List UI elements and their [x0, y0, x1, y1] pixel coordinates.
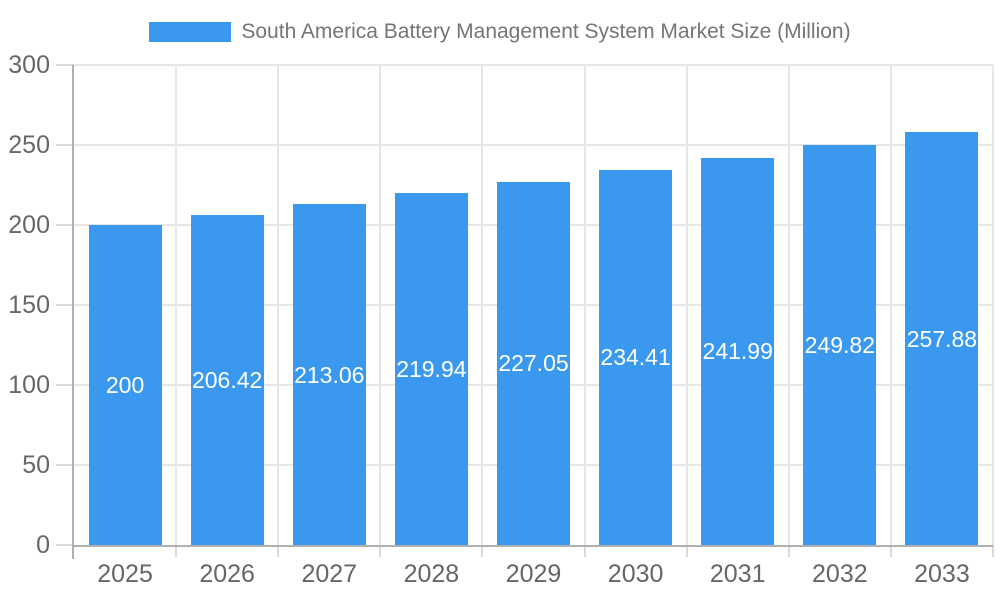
v-gridline: [277, 65, 280, 545]
bar-value-label: 213.06: [294, 361, 365, 388]
h-gridline: [74, 144, 993, 146]
x-axis-label: 2032: [812, 560, 868, 588]
y-axis-line: [72, 65, 74, 559]
bar-2033[interactable]: [905, 132, 979, 545]
v-gridline: [379, 65, 382, 545]
bar-2030[interactable]: [599, 169, 673, 545]
v-gridline: [685, 65, 688, 545]
x-axis-label: 2025: [97, 560, 153, 588]
y-axis-tick: [56, 384, 74, 386]
y-axis-label: 0: [36, 531, 50, 559]
y-axis-label: 200: [8, 211, 50, 239]
v-gridline: [889, 65, 892, 545]
bar-value-label: 234.41: [600, 344, 671, 371]
x-axis-label: 2030: [607, 560, 664, 588]
x-axis-label: 2029: [505, 560, 562, 588]
x-axis-label: 2027: [301, 560, 358, 588]
bar-2028[interactable]: [394, 193, 468, 545]
x-axis-tick: [379, 545, 382, 557]
bar-2027[interactable]: [292, 204, 366, 545]
bar-value-label: 227.05: [498, 350, 569, 377]
y-axis-tick: [56, 464, 74, 466]
bar-2031[interactable]: [701, 157, 775, 545]
y-axis-label: 50: [22, 451, 50, 479]
legend: South America Battery Management System …: [0, 20, 1000, 44]
legend-swatch-icon: [149, 22, 232, 42]
v-gridline: [787, 65, 790, 545]
legend-item[interactable]: South America Battery Management System …: [149, 20, 851, 44]
x-axis-line: [72, 545, 993, 547]
x-axis-tick: [685, 545, 688, 557]
h-gridline: [74, 64, 993, 66]
bar-2029[interactable]: [497, 181, 570, 545]
y-axis-tick: [56, 64, 74, 66]
x-axis-tick: [277, 545, 280, 557]
bar-value-label: 257.88: [906, 325, 978, 352]
y-axis-tick: [56, 304, 74, 306]
bar-2032[interactable]: [803, 145, 877, 545]
y-axis-label: 250: [8, 131, 50, 159]
bar-value-label: 219.94: [396, 356, 467, 383]
y-axis-tick: [56, 224, 74, 226]
legend-label: South America Battery Management System …: [241, 20, 851, 43]
x-axis-tick: [787, 545, 790, 557]
v-gridline: [583, 65, 586, 545]
bar-value-label: 200: [105, 372, 145, 398]
x-axis-tick: [175, 545, 178, 557]
x-axis-tick: [992, 545, 994, 557]
y-axis-label: 150: [8, 291, 50, 319]
x-axis-label: 2028: [403, 560, 460, 588]
bar-2025[interactable]: [88, 225, 162, 545]
y-axis-label: 100: [8, 371, 50, 399]
v-gridline: [992, 65, 994, 545]
x-axis-tick: [889, 545, 892, 557]
y-axis-label: 300: [8, 51, 50, 79]
bar-value-label: 249.82: [804, 332, 875, 359]
x-axis-tick: [583, 545, 586, 557]
v-gridline: [481, 65, 484, 545]
bar-value-label: 241.99: [702, 338, 773, 365]
x-axis-label: 2026: [199, 560, 255, 588]
bar-2026[interactable]: [190, 214, 264, 545]
x-axis-tick: [481, 545, 484, 557]
y-axis-tick: [56, 144, 74, 146]
x-axis-label: 2033: [914, 560, 970, 588]
v-gridline: [175, 65, 178, 545]
x-axis-label: 2031: [709, 560, 766, 588]
y-axis-tick: [56, 544, 74, 546]
bar-value-label: 206.42: [191, 366, 263, 393]
